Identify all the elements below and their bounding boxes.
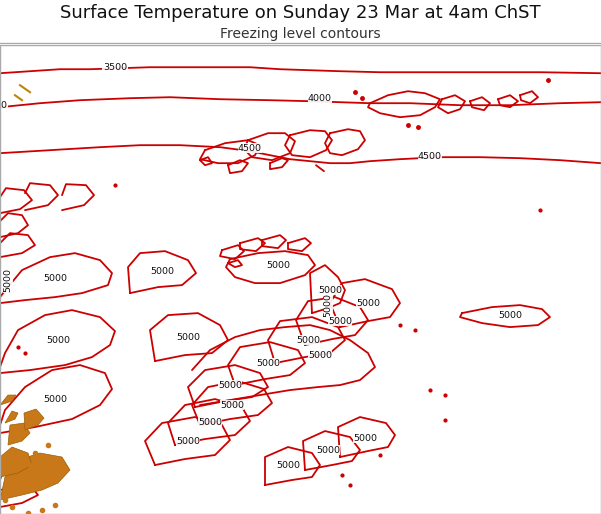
Text: 5000: 5000 xyxy=(4,268,13,292)
Text: 5000: 5000 xyxy=(46,336,70,344)
Text: 5000: 5000 xyxy=(150,267,174,276)
Text: 5000: 5000 xyxy=(220,400,244,410)
Polygon shape xyxy=(24,409,44,430)
Text: 5000: 5000 xyxy=(323,293,332,317)
Text: 5000: 5000 xyxy=(276,461,300,469)
Text: 5000: 5000 xyxy=(318,286,342,295)
Text: Freezing level contours: Freezing level contours xyxy=(220,27,381,41)
Polygon shape xyxy=(0,395,16,405)
Text: 5000: 5000 xyxy=(316,446,340,454)
Text: 5000: 5000 xyxy=(256,359,280,368)
Polygon shape xyxy=(0,453,70,500)
Text: 5000: 5000 xyxy=(296,336,320,344)
Text: 5000: 5000 xyxy=(356,299,380,307)
Text: 5000: 5000 xyxy=(353,433,377,443)
Polygon shape xyxy=(0,447,32,477)
Text: 5000: 5000 xyxy=(198,417,222,427)
Text: 3500: 3500 xyxy=(103,63,127,72)
Text: 4000: 4000 xyxy=(0,101,8,109)
Text: 5000: 5000 xyxy=(43,273,67,283)
Text: 4500: 4500 xyxy=(238,144,262,153)
Text: 5000: 5000 xyxy=(266,261,290,270)
Text: 5000: 5000 xyxy=(43,395,67,403)
Text: 4000: 4000 xyxy=(308,94,332,103)
Polygon shape xyxy=(5,411,18,423)
Text: Surface Temperature on Sunday 23 Mar at 4am ChST: Surface Temperature on Sunday 23 Mar at … xyxy=(60,4,541,22)
Text: 5000: 5000 xyxy=(328,317,352,325)
Text: 5000: 5000 xyxy=(176,333,200,342)
Text: 5000: 5000 xyxy=(308,351,332,360)
Text: 5000: 5000 xyxy=(218,380,242,390)
Text: 4500: 4500 xyxy=(418,152,442,161)
Text: 5000: 5000 xyxy=(498,310,522,320)
Polygon shape xyxy=(8,423,30,445)
Text: 5000: 5000 xyxy=(176,436,200,446)
